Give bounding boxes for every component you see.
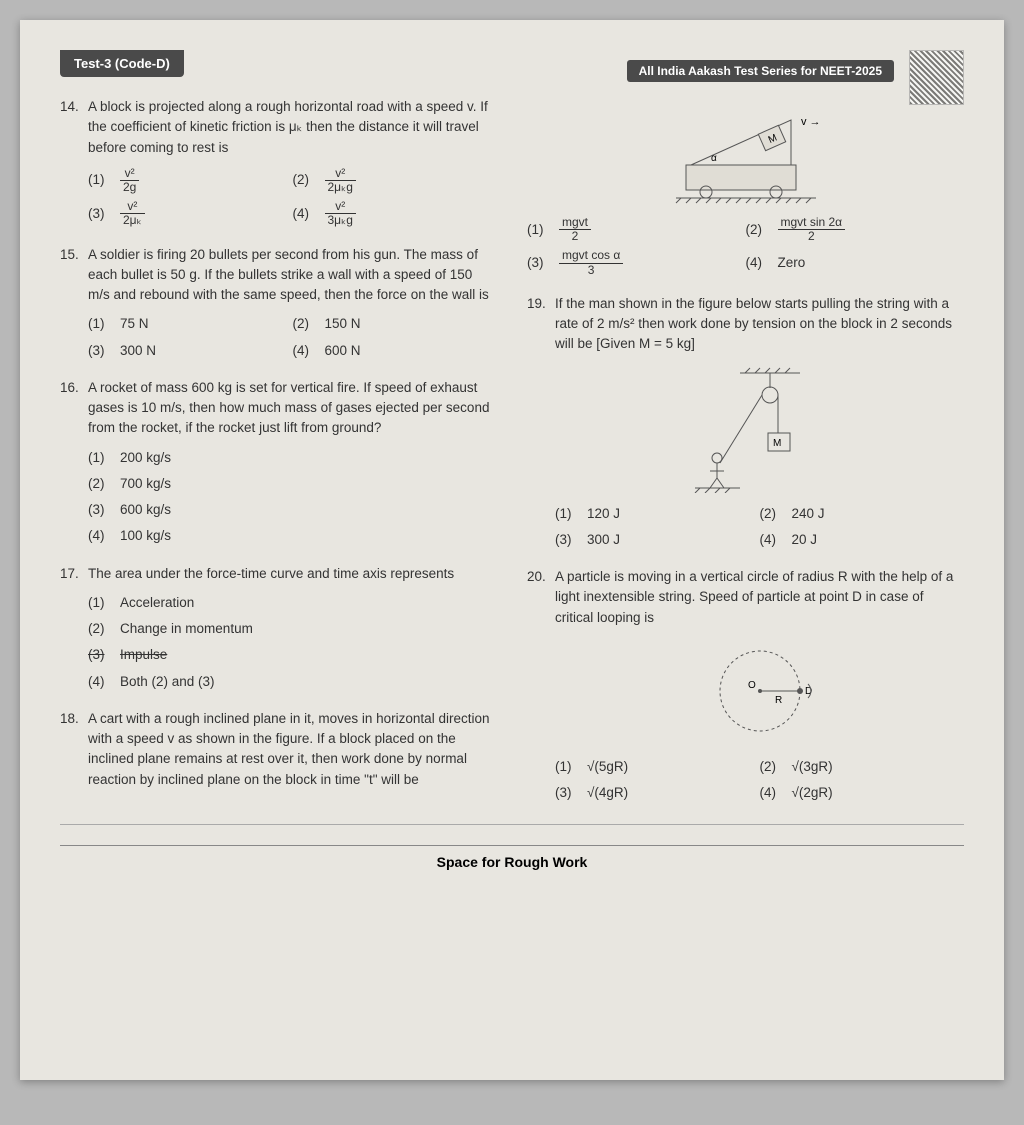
option-4: (4)100 kg/s xyxy=(88,523,497,549)
question-text: A block is projected along a rough horiz… xyxy=(88,99,488,155)
question-19: 19. If the man shown in the figure below… xyxy=(527,294,964,553)
question-text: A rocket of mass 600 kg is set for verti… xyxy=(88,380,489,436)
svg-text:v →: v → xyxy=(801,116,821,128)
left-column: 14. A block is projected along a rough h… xyxy=(60,97,497,820)
svg-text:α: α xyxy=(711,153,717,164)
fraction: mgvt sin 2α2 xyxy=(778,216,846,243)
option-2: (2)Change in momentum xyxy=(88,616,497,642)
right-column: M α v → xyxy=(527,97,964,820)
question-text: The area under the force-time curve and … xyxy=(88,566,454,581)
fraction: v²2g xyxy=(120,167,139,194)
circle-diagram: O R D xyxy=(690,636,830,746)
question-number: 18. xyxy=(60,709,88,790)
question-body: A soldier is firing 20 bullets per secon… xyxy=(88,245,497,364)
options: (1)75 N (2)150 N (3)300 N (4)600 N xyxy=(88,311,497,364)
qr-code-icon xyxy=(909,50,964,105)
question-body: If the man shown in the figure below sta… xyxy=(555,294,964,553)
option-3: (3)600 kg/s xyxy=(88,497,497,523)
question-body: The area under the force-time curve and … xyxy=(88,564,497,695)
option-4: (4)Both (2) and (3) xyxy=(88,669,497,695)
option-1: (1)75 N xyxy=(88,311,293,337)
footer-text: Space for Rough Work xyxy=(60,845,964,870)
options: (1)120 J (2)240 J (3)300 J (4)20 J xyxy=(555,501,964,554)
pulley-diagram: M xyxy=(680,363,840,493)
option-2: (2) mgvt sin 2α2 xyxy=(746,213,965,246)
fraction: v²2μₖg xyxy=(325,167,356,194)
question-16: 16. A rocket of mass 600 kg is set for v… xyxy=(60,378,497,550)
options: (1)Acceleration (2)Change in momentum (3… xyxy=(88,590,497,695)
option-3: (3)300 N xyxy=(88,338,293,364)
question-body: A block is projected along a rough horiz… xyxy=(88,97,497,231)
options: (1)200 kg/s (2)700 kg/s (3)600 kg/s (4)1… xyxy=(88,445,497,550)
options: (1)√(5gR) (2)√(3gR) (3)√(4gR) (4)√(2gR) xyxy=(555,754,964,807)
option-3: (3)√(4gR) xyxy=(555,780,760,806)
option-1: (1)200 kg/s xyxy=(88,445,497,471)
figure-q20: O R D xyxy=(555,636,964,746)
question-body: A rocket of mass 600 kg is set for verti… xyxy=(88,378,497,550)
question-15: 15. A soldier is firing 20 bullets per s… xyxy=(60,245,497,364)
fraction: v²2μₖ xyxy=(120,200,145,227)
separator xyxy=(60,824,964,825)
option-4: (4)Zero xyxy=(746,246,965,279)
question-20: 20. A particle is moving in a vertical c… xyxy=(527,567,964,806)
question-number: 15. xyxy=(60,245,88,364)
question-17: 17. The area under the force-time curve … xyxy=(60,564,497,695)
question-body: A particle is moving in a vertical circl… xyxy=(555,567,964,806)
svg-text:M: M xyxy=(773,438,781,449)
figure-q19: M xyxy=(555,363,964,493)
option-1: (1) mgvt2 xyxy=(527,213,746,246)
option-4: (4) v²3μₖg xyxy=(293,197,498,230)
question-text: A cart with a rough inclined plane in it… xyxy=(88,711,489,787)
question-body: A cart with a rough inclined plane in it… xyxy=(88,709,497,790)
svg-text:O: O xyxy=(748,680,756,691)
question-number: 20. xyxy=(527,567,555,806)
question-18: 18. A cart with a rough inclined plane i… xyxy=(60,709,497,790)
option-4: (4)20 J xyxy=(760,527,965,553)
fraction: mgvt2 xyxy=(559,216,591,243)
option-2: (2)√(3gR) xyxy=(760,754,965,780)
question-text: If the man shown in the figure below sta… xyxy=(555,296,952,352)
option-2: (2)700 kg/s xyxy=(88,471,497,497)
option-2: (2) v²2μₖg xyxy=(293,164,498,197)
option-3: (3)Impulse xyxy=(88,642,497,668)
fraction: mgvt cos α3 xyxy=(559,249,623,276)
option-2: (2)150 N xyxy=(293,311,498,337)
option-1: (1)120 J xyxy=(555,501,760,527)
cart-incline-diagram: M α v → xyxy=(666,105,826,205)
question-number: 17. xyxy=(60,564,88,695)
option-2: (2)240 J xyxy=(760,501,965,527)
question-text: A particle is moving in a vertical circl… xyxy=(555,569,953,625)
series-header: All India Aakash Test Series for NEET-20… xyxy=(627,60,894,82)
content-columns: 14. A block is projected along a rough h… xyxy=(60,97,964,820)
test-code-header: Test-3 (Code-D) xyxy=(60,50,184,77)
question-number: 14. xyxy=(60,97,88,231)
exam-page: Test-3 (Code-D) All India Aakash Test Se… xyxy=(20,20,1004,1080)
option-1: (1)√(5gR) xyxy=(555,754,760,780)
option-1: (1)Acceleration xyxy=(88,590,497,616)
option-4: (4)600 N xyxy=(293,338,498,364)
options: (1) v²2g (2) v²2μₖg (3) v²2μₖ (4) v²3μₖg xyxy=(88,164,497,231)
options-q18: (1) mgvt2 (2) mgvt sin 2α2 (3) mgvt cos … xyxy=(527,213,964,280)
fraction: v²3μₖg xyxy=(325,200,356,227)
option-3: (3)300 J xyxy=(555,527,760,553)
figure-q18: M α v → xyxy=(527,105,964,205)
question-text: A soldier is firing 20 bullets per secon… xyxy=(88,247,489,303)
svg-text:R: R xyxy=(775,695,782,706)
question-number: 16. xyxy=(60,378,88,550)
option-3: (3) v²2μₖ xyxy=(88,197,293,230)
option-3: (3) mgvt cos α3 xyxy=(527,246,746,279)
option-4: (4)√(2gR) xyxy=(760,780,965,806)
question-14: 14. A block is projected along a rough h… xyxy=(60,97,497,231)
question-number: 19. xyxy=(527,294,555,553)
option-1: (1) v²2g xyxy=(88,164,293,197)
